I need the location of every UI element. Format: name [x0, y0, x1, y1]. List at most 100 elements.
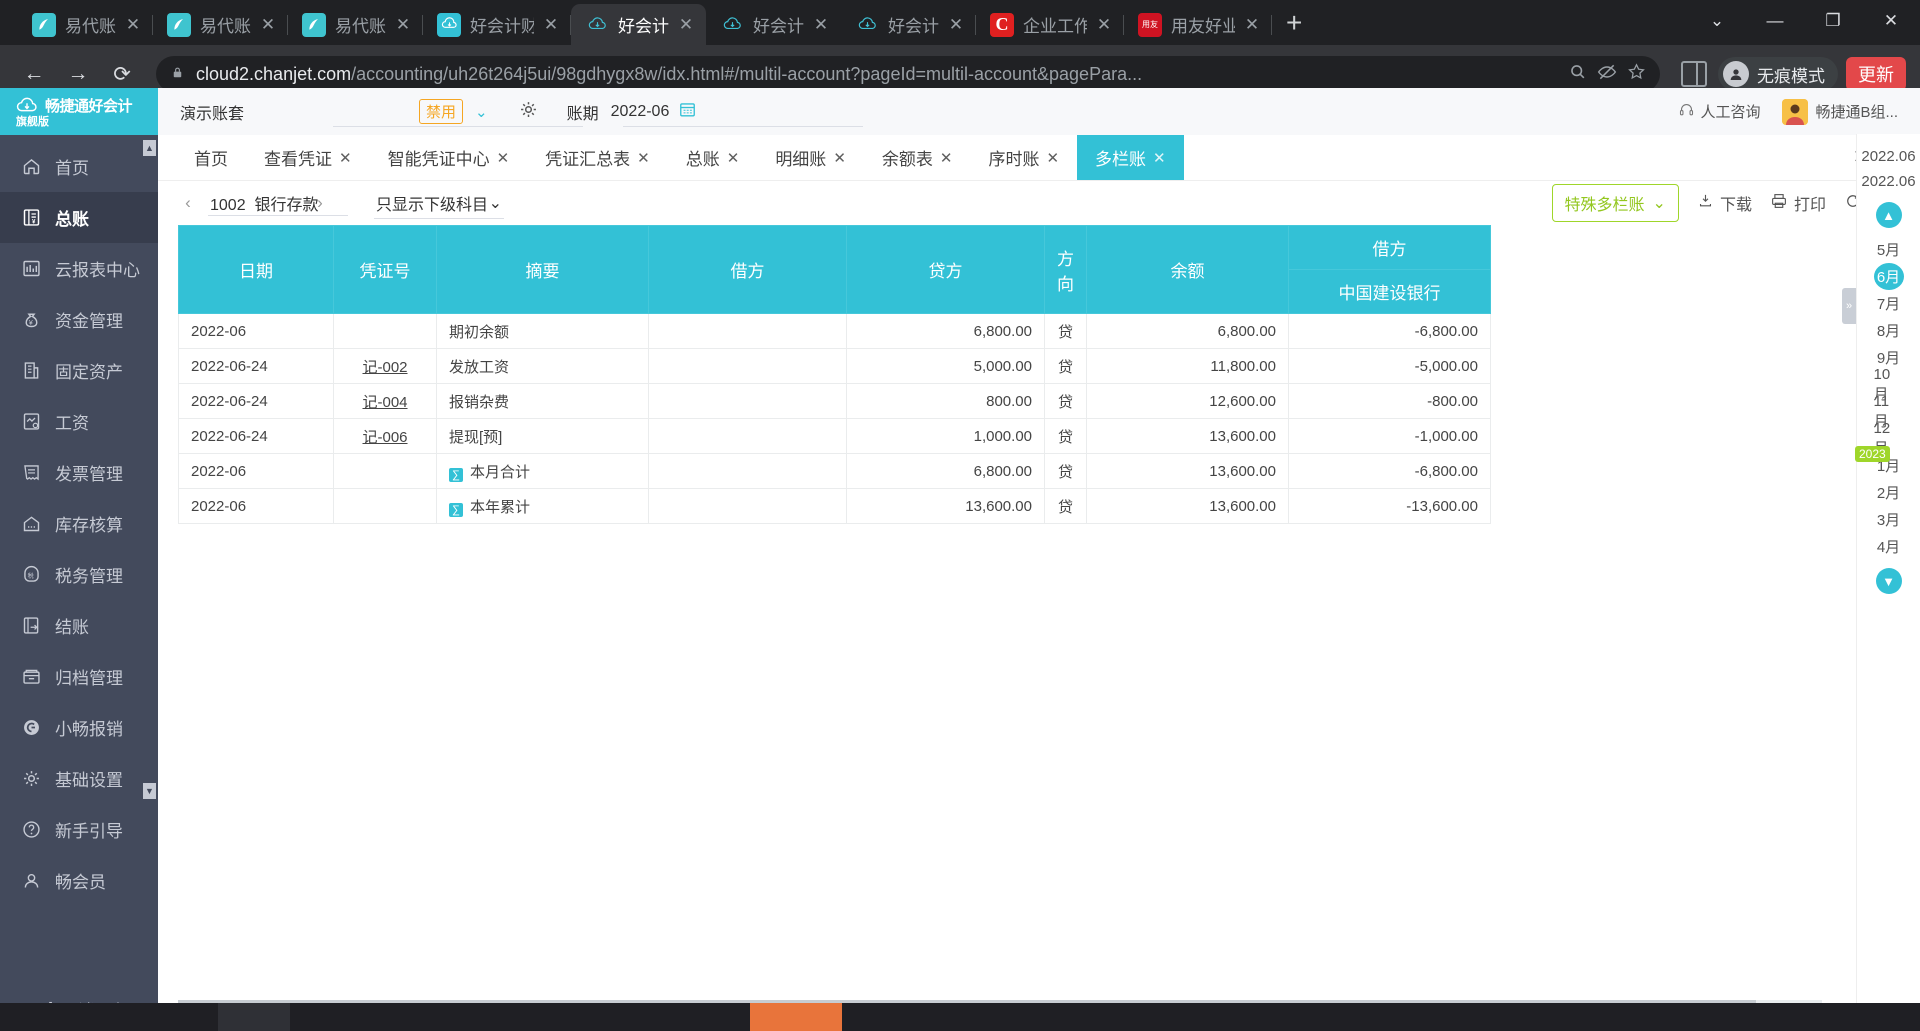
browser-tab-8[interactable]: C 企业工作 ✕	[976, 4, 1124, 45]
browser-tab-7[interactable]: 好会计 ✕	[841, 4, 976, 45]
col-credit[interactable]: 贷方	[846, 225, 1045, 314]
update-button[interactable]: 更新	[1846, 57, 1906, 91]
browser-tab-1[interactable]: 易代账 ✕	[18, 4, 153, 45]
tab-balance-sheet[interactable]: 余额表 ✕	[864, 135, 971, 180]
calendar-icon[interactable]	[678, 100, 697, 124]
month-item-7[interactable]: 7月	[1876, 296, 1901, 313]
close-icon[interactable]: ✕	[948, 14, 964, 34]
sidebar-item-cloud-report[interactable]: 云报表中心	[0, 243, 158, 294]
close-icon[interactable]: ✕	[1244, 14, 1260, 34]
col-balance[interactable]: 余额	[1086, 225, 1289, 314]
taskbar-item-active[interactable]	[750, 1003, 842, 1031]
sidebar-item-tax[interactable]: 税 税务管理	[0, 549, 158, 600]
close-icon[interactable]: ✕	[260, 14, 276, 34]
table-row[interactable]: 2022-06-24 记-002 发放工资 5,000.00 贷 11,800.…	[178, 348, 1491, 384]
browser-tab-4[interactable]: 好会计财 ✕	[423, 4, 571, 45]
table-row[interactable]: 2022-06 ∑ 本月合计 6,800.00 贷 13,600.00 -6,80…	[178, 453, 1491, 489]
chevron-right-icon[interactable]: ›	[317, 193, 323, 212]
sidebar-item-member[interactable]: 畅会员	[0, 855, 158, 906]
sidebar-item-settings[interactable]: 基础设置	[0, 753, 158, 804]
tab-multi-column-ledger[interactable]: 多栏账 ✕	[1077, 135, 1184, 180]
sidebar-item-payroll[interactable]: 工资	[0, 396, 158, 447]
close-icon[interactable]: ✕	[813, 14, 829, 34]
table-row[interactable]: 2022-06 期初余额 6,800.00 贷 6,800.00 -6,800.…	[178, 313, 1491, 349]
special-multi-column-button[interactable]: 特殊多栏账 ⌄	[1551, 184, 1679, 222]
close-icon[interactable]: ✕	[1096, 14, 1112, 34]
tab-home[interactable]: 首页	[176, 135, 246, 180]
col-voucher[interactable]: 凭证号	[333, 225, 437, 314]
sidebar-item-invoice[interactable]: 发票管理	[0, 447, 158, 498]
user-chip[interactable]: 畅捷通B组...	[1782, 98, 1898, 125]
voucher-link[interactable]: 记-006	[362, 428, 408, 446]
back-button[interactable]: ←	[23, 62, 45, 85]
close-icon[interactable]: ✕	[678, 14, 694, 34]
close-icon[interactable]: ✕	[637, 149, 650, 167]
voucher-link[interactable]: 记-002	[362, 358, 408, 376]
side-panel-button[interactable]	[1674, 54, 1714, 94]
col-debit[interactable]: 借方	[648, 225, 847, 314]
print-button[interactable]: 打印	[1770, 191, 1826, 215]
voucher-link[interactable]: 记-004	[362, 393, 408, 411]
tab-detail-ledger[interactable]: 明细账 ✕	[757, 135, 864, 180]
browser-tab-6[interactable]: 好会计 ✕	[706, 4, 841, 45]
sidebar-item-expense[interactable]: 小畅报销	[0, 702, 158, 753]
tab-smart-voucher-center[interactable]: 智能凭证中心 ✕	[370, 135, 528, 180]
close-icon[interactable]: ✕	[833, 149, 846, 167]
subject-filter-select[interactable]: 只显示下级科目 ⌄	[374, 188, 504, 219]
sidebar-item-fixed-assets[interactable]: 固定资产	[0, 345, 158, 396]
sidebar-scroll-down[interactable]: ▼	[143, 783, 156, 799]
collapse-period-panel-button[interactable]: »	[1842, 288, 1856, 324]
browser-tab-2[interactable]: 易代账 ✕	[153, 4, 288, 45]
account-input[interactable]	[208, 190, 348, 216]
eye-slash-icon[interactable]	[1597, 62, 1617, 87]
month-item-1[interactable]: 1月	[1876, 458, 1901, 475]
sidebar-item-inventory[interactable]: 库存核算	[0, 498, 158, 549]
col-direction[interactable]: 方向	[1044, 225, 1087, 314]
sidebar-item-funds[interactable]: ¥ 资金管理	[0, 294, 158, 345]
month-item-5[interactable]: 5月	[1876, 242, 1901, 259]
address-bar[interactable]: cloud2.chanjet.com/accounting/uh26t264j5…	[156, 56, 1660, 92]
account-set-name[interactable]: 演示账套	[180, 105, 245, 123]
tab-view-voucher[interactable]: 查看凭证 ✕	[246, 135, 370, 180]
tab-search-icon[interactable]: ⌄	[1709, 10, 1725, 30]
incognito-indicator[interactable]: 无痕模式	[1718, 57, 1838, 91]
col-date[interactable]: 日期	[178, 225, 334, 314]
chevron-down-icon[interactable]: ⌄	[475, 103, 488, 121]
month-item-9[interactable]: 9月	[1876, 350, 1901, 367]
chevron-left-icon[interactable]: ‹	[185, 193, 191, 212]
sidebar-item-home[interactable]: 首页	[0, 141, 158, 192]
star-icon[interactable]	[1627, 62, 1646, 86]
maximize-button[interactable]: ❐	[1825, 10, 1841, 30]
close-icon[interactable]: ✕	[1153, 149, 1166, 167]
month-item-2[interactable]: 2月	[1876, 485, 1901, 502]
month-item-3[interactable]: 3月	[1876, 512, 1901, 529]
close-icon[interactable]: ✕	[125, 14, 141, 34]
new-tab-button[interactable]: +	[1286, 7, 1303, 38]
close-icon[interactable]: ✕	[496, 149, 510, 167]
period-value[interactable]: 2022-06	[610, 102, 670, 120]
close-icon[interactable]: ✕	[543, 14, 559, 34]
browser-tab-3[interactable]: 易代账 ✕	[288, 4, 423, 45]
reload-button[interactable]: ⟳	[113, 62, 131, 86]
sidebar-item-closing[interactable]: 结账	[0, 600, 158, 651]
browser-tab-9[interactable]: 用友 用友好业 ✕	[1124, 4, 1272, 45]
cell-voucher[interactable]: 记-004	[333, 383, 437, 419]
month-item-8[interactable]: 8月	[1876, 323, 1901, 340]
cell-voucher[interactable]: 记-006	[333, 418, 437, 454]
gear-icon[interactable]	[518, 99, 539, 125]
close-icon[interactable]: ✕	[726, 149, 740, 167]
download-button[interactable]: 下载	[1697, 191, 1752, 215]
support-button[interactable]: 人工咨询	[1678, 101, 1760, 122]
cell-voucher[interactable]: 记-002	[333, 348, 437, 384]
search-icon[interactable]	[1568, 62, 1587, 86]
sidebar-item-guide[interactable]: 新手引导	[0, 804, 158, 855]
close-icon[interactable]: ✕	[939, 149, 953, 167]
forward-button[interactable]: →	[67, 62, 89, 85]
col-sub-ccb[interactable]: 中国建设银行	[1288, 269, 1491, 314]
close-icon[interactable]: ✕	[1046, 149, 1060, 167]
close-icon[interactable]: ✕	[339, 149, 352, 167]
tab-voucher-summary[interactable]: 凭证汇总表 ✕	[527, 135, 668, 180]
tab-chronological-ledger[interactable]: 序时账 ✕	[970, 135, 1077, 180]
taskbar-item[interactable]	[218, 1003, 290, 1031]
month-item-4[interactable]: 4月	[1876, 539, 1901, 556]
